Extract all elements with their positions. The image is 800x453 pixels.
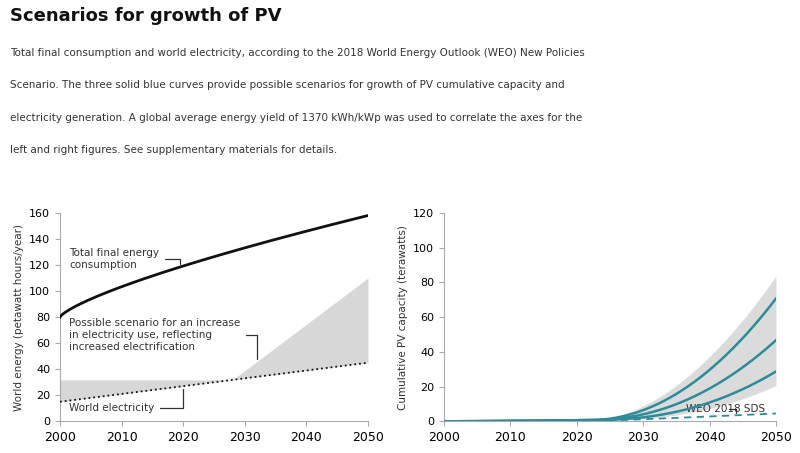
Text: left and right figures. See supplementary materials for details.: left and right figures. See supplementar… [10,145,337,155]
Y-axis label: World energy (petawatt hours/year): World energy (petawatt hours/year) [14,224,23,410]
Text: electricity generation. A global average energy yield of 1370 kWh/kWp was used t: electricity generation. A global average… [10,113,582,123]
Text: Possible scenario for an increase
in electricity use, reflecting
increased elect: Possible scenario for an increase in ele… [70,318,257,359]
Text: Scenarios for growth of PV: Scenarios for growth of PV [10,7,281,25]
Text: Total final consumption and world electricity, according to the 2018 World Energ: Total final consumption and world electr… [10,48,584,58]
Text: WEO 2018 SDS: WEO 2018 SDS [686,404,766,414]
Text: Total final energy
consumption: Total final energy consumption [70,248,180,270]
Text: Scenario. The three solid blue curves provide possible scenarios for growth of P: Scenario. The three solid blue curves pr… [10,80,564,90]
Y-axis label: Cumulative PV capacity (terawatts): Cumulative PV capacity (terawatts) [398,225,407,410]
Text: World electricity: World electricity [70,389,183,414]
